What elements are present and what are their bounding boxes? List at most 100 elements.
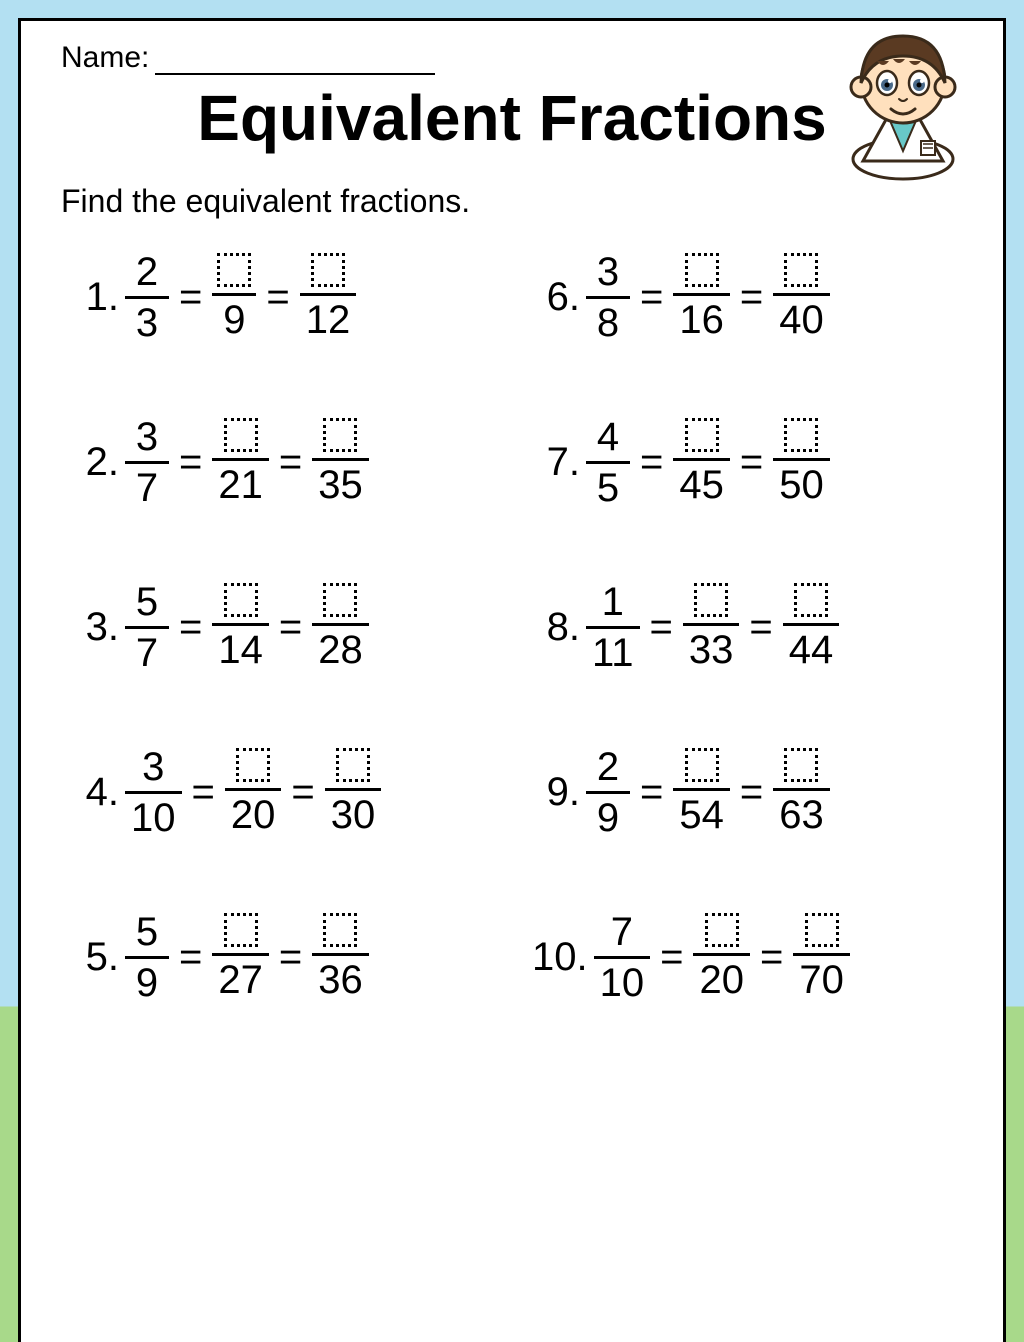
fraction: 14 [212,583,269,672]
fraction-bar [773,458,830,461]
problems-grid: 1.23=9=126.38=16=402.37=21=357.45=45=503… [61,250,963,1005]
fraction-denominator: 21 [212,463,269,507]
answer-blank[interactable] [705,913,739,947]
fraction: 54 [673,748,730,837]
fraction-denominator: 5 [586,466,630,510]
fraction: 20 [225,748,282,837]
answer-blank[interactable] [323,913,357,947]
answer-blank[interactable] [685,253,719,287]
fraction-bar [312,623,369,626]
fraction: 59 [125,910,169,1005]
equals-sign: = [630,770,673,815]
fraction: 50 [773,418,830,507]
equals-sign: = [169,275,212,320]
fraction: 37 [125,415,169,510]
answer-blank[interactable] [336,748,370,782]
problem-row: 5.59=27=36 [71,910,492,1005]
fraction: 710 [594,910,651,1005]
fraction-bar [312,953,369,956]
fraction-bar [673,788,730,791]
fraction: 16 [673,253,730,342]
fraction-bar [586,461,630,464]
fraction-denominator: 44 [783,628,840,672]
fraction-denominator: 28 [312,628,369,672]
fraction-denominator: 33 [683,628,740,672]
fraction: 29 [586,745,630,840]
problem-number: 8. [532,605,586,650]
fraction: 57 [125,580,169,675]
fraction-numerator: 3 [586,250,630,294]
fraction-denominator: 11 [586,631,640,675]
problem-number: 1. [71,275,125,320]
fraction-numerator: 7 [600,910,644,954]
answer-blank[interactable] [685,418,719,452]
answer-blank[interactable] [694,583,728,617]
problem-number: 5. [71,935,125,980]
fraction-numerator: 3 [125,415,169,459]
problem-number: 3. [71,605,125,650]
answer-blank[interactable] [217,253,251,287]
problem-row: 2.37=21=35 [71,415,492,510]
answer-blank[interactable] [323,418,357,452]
answer-blank[interactable] [224,583,258,617]
fraction-numerator: 2 [125,250,169,294]
fraction-bar [693,953,750,956]
fraction: 28 [312,583,369,672]
equals-sign: = [650,935,693,980]
answer-blank[interactable] [805,913,839,947]
fraction-bar [125,956,169,959]
fraction-bar [212,953,269,956]
answer-blank[interactable] [794,583,828,617]
fraction-denominator: 63 [773,793,830,837]
problem-number: 6. [532,275,586,320]
fraction-denominator: 7 [125,631,169,675]
problem-row: 10.710=20=70 [532,910,953,1005]
answer-blank[interactable] [236,748,270,782]
fraction-bar [325,788,382,791]
problem-row: 7.45=45=50 [532,415,953,510]
fraction-denominator: 20 [225,793,282,837]
fraction-bar [586,296,630,299]
fraction: 33 [683,583,740,672]
equals-sign: = [269,440,312,485]
fraction: 70 [793,913,850,1002]
equals-sign: = [750,935,793,980]
equals-sign: = [182,770,225,815]
fraction-denominator: 35 [312,463,369,507]
fraction-denominator: 10 [125,796,182,840]
fraction-denominator: 8 [586,301,630,345]
name-input-line[interactable] [155,42,435,75]
answer-blank[interactable] [311,253,345,287]
fraction-numerator: 1 [591,580,635,624]
equals-sign: = [730,275,773,320]
equals-sign: = [169,605,212,650]
problem-row: 4.310=20=30 [71,745,492,840]
fraction-denominator: 70 [793,958,850,1002]
answer-blank[interactable] [224,913,258,947]
fraction-bar [673,458,730,461]
fraction: 21 [212,418,269,507]
fraction-denominator: 30 [325,793,382,837]
fraction-bar [125,296,169,299]
answer-blank[interactable] [685,748,719,782]
answer-blank[interactable] [784,418,818,452]
fraction: 12 [300,253,357,342]
fraction: 23 [125,250,169,345]
fraction-denominator: 27 [212,958,269,1002]
fraction-denominator: 20 [693,958,750,1002]
fraction-denominator: 7 [125,466,169,510]
answer-blank[interactable] [784,253,818,287]
fraction: 30 [325,748,382,837]
fraction-bar [212,293,256,296]
answer-blank[interactable] [784,748,818,782]
problem-row: 3.57=14=28 [71,580,492,675]
fraction-numerator: 5 [125,910,169,954]
equals-sign: = [281,770,324,815]
problem-row: 1.23=9=12 [71,250,492,345]
equals-sign: = [169,935,212,980]
equals-sign: = [730,770,773,815]
equals-sign: = [269,605,312,650]
answer-blank[interactable] [323,583,357,617]
fraction: 63 [773,748,830,837]
answer-blank[interactable] [224,418,258,452]
